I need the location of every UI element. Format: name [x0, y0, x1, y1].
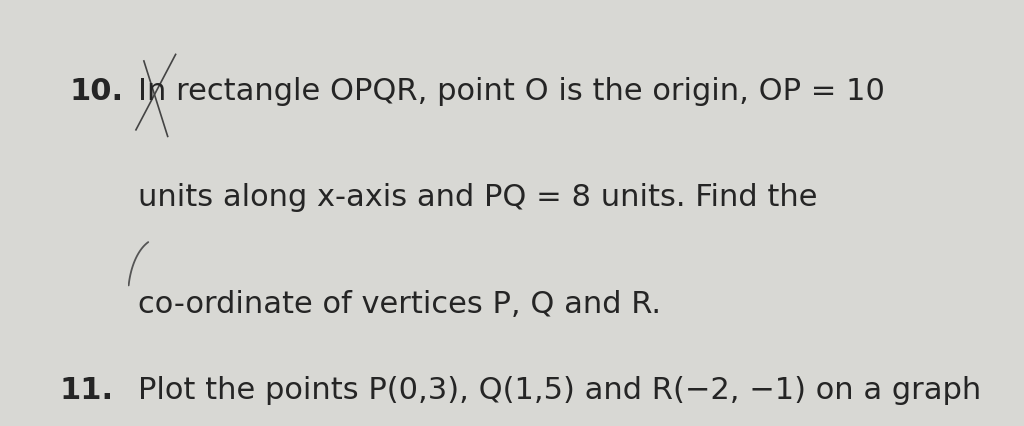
Text: 10.: 10.: [70, 77, 124, 106]
Text: units along x-axis and PQ = 8 units. Find the: units along x-axis and PQ = 8 units. Fin…: [138, 183, 818, 212]
Text: co-ordinate of vertices P, Q and R.: co-ordinate of vertices P, Q and R.: [138, 290, 662, 319]
Text: 11.: 11.: [59, 376, 114, 405]
Text: Plot the points P(0,3), Q(1,5) and R(−2, −1) on a graph: Plot the points P(0,3), Q(1,5) and R(−2,…: [138, 376, 981, 405]
Text: In rectangle OPQR, point O is the origin, OP = 10: In rectangle OPQR, point O is the origin…: [138, 77, 885, 106]
